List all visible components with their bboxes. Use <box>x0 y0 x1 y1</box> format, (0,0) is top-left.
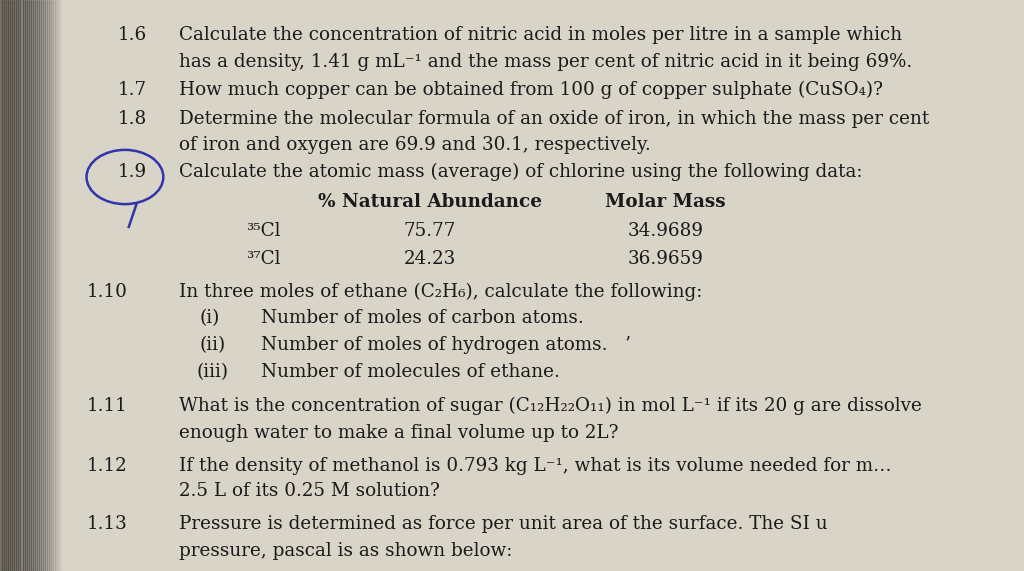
Bar <box>27 0 29 571</box>
Text: ³⁷Cl: ³⁷Cl <box>246 250 281 268</box>
Bar <box>25 0 27 571</box>
Text: enough water to make a final volume up to 2L?: enough water to make a final volume up t… <box>179 424 618 442</box>
Bar <box>55 0 57 571</box>
Text: Calculate the atomic mass (average) of chlorine using the following data:: Calculate the atomic mass (average) of c… <box>179 163 862 181</box>
Text: 34.9689: 34.9689 <box>628 222 703 240</box>
Text: of iron and oxygen are 69.9 and 30.1, respectively.: of iron and oxygen are 69.9 and 30.1, re… <box>179 136 651 154</box>
Bar <box>12 0 14 571</box>
Text: 1.12: 1.12 <box>87 457 128 475</box>
Bar <box>57 0 59 571</box>
Text: In three moles of ethane (C₂H₆), calculate the following:: In three moles of ethane (C₂H₆), calcula… <box>179 283 702 301</box>
Text: 1.6: 1.6 <box>118 26 147 44</box>
Bar <box>51 0 53 571</box>
Text: 1.8: 1.8 <box>118 110 147 128</box>
Text: 2.5 L of its 0.25 M solution?: 2.5 L of its 0.25 M solution? <box>179 482 440 501</box>
Text: 1.10: 1.10 <box>87 283 128 301</box>
Bar <box>10 0 12 571</box>
Text: Number of moles of carbon atoms.: Number of moles of carbon atoms. <box>261 309 584 328</box>
Bar <box>14 0 16 571</box>
Bar <box>41 0 43 571</box>
Text: (ii): (ii) <box>200 336 226 354</box>
Bar <box>8 0 10 571</box>
Text: (iii): (iii) <box>197 363 228 381</box>
Text: 1.9: 1.9 <box>118 163 146 181</box>
Bar <box>49 0 51 571</box>
Text: 1.11: 1.11 <box>87 397 128 415</box>
Bar <box>4 0 6 571</box>
Text: Number of moles of hydrogen atoms.   ’: Number of moles of hydrogen atoms. ’ <box>261 336 631 354</box>
Bar <box>39 0 41 571</box>
Text: 36.9659: 36.9659 <box>628 250 703 268</box>
Bar <box>29 0 31 571</box>
Text: Molar Mass: Molar Mass <box>605 193 726 211</box>
Text: ³⁵Cl: ³⁵Cl <box>246 222 281 240</box>
Bar <box>43 0 45 571</box>
Bar <box>45 0 47 571</box>
Bar <box>6 0 8 571</box>
Text: Determine the molecular formula of an oxide of iron, in which the mass per cent: Determine the molecular formula of an ox… <box>179 110 930 128</box>
Bar <box>37 0 39 571</box>
Bar <box>35 0 37 571</box>
Bar <box>16 0 18 571</box>
Text: Pressure is determined as force per unit area of the surface. The SI u: Pressure is determined as force per unit… <box>179 515 827 533</box>
Text: Number of molecules of ethane.: Number of molecules of ethane. <box>261 363 560 381</box>
Bar <box>31 0 33 571</box>
Text: 75.77: 75.77 <box>403 222 457 240</box>
Text: has a density, 1.41 g mL⁻¹ and the mass per cent of nitric acid in it being 69%.: has a density, 1.41 g mL⁻¹ and the mass … <box>179 53 912 71</box>
Text: 1.13: 1.13 <box>87 515 128 533</box>
Bar <box>53 0 55 571</box>
Bar <box>20 0 23 571</box>
Bar <box>2 0 4 571</box>
Text: If the density of methanol is 0.793 kg L⁻¹, what is its volume needed for m…: If the density of methanol is 0.793 kg L… <box>179 457 892 475</box>
Text: 24.23: 24.23 <box>403 250 457 268</box>
Bar <box>33 0 35 571</box>
Bar <box>47 0 49 571</box>
Text: How much copper can be obtained from 100 g of copper sulphate (CuSO₄)?: How much copper can be obtained from 100… <box>179 81 883 99</box>
Bar <box>18 0 20 571</box>
Text: pressure, pascal is as shown below:: pressure, pascal is as shown below: <box>179 542 513 561</box>
Text: What is the concentration of sugar (C₁₂H₂₂O₁₁) in mol L⁻¹ if its 20 g are dissol: What is the concentration of sugar (C₁₂H… <box>179 397 922 415</box>
Bar <box>23 0 25 571</box>
Text: (i): (i) <box>200 309 220 328</box>
Bar <box>0 0 2 571</box>
Text: % Natural Abundance: % Natural Abundance <box>318 193 542 211</box>
Text: 1.7: 1.7 <box>118 81 146 99</box>
Text: Calculate the concentration of nitric acid in moles per litre in a sample which: Calculate the concentration of nitric ac… <box>179 26 902 44</box>
Bar <box>59 0 61 571</box>
